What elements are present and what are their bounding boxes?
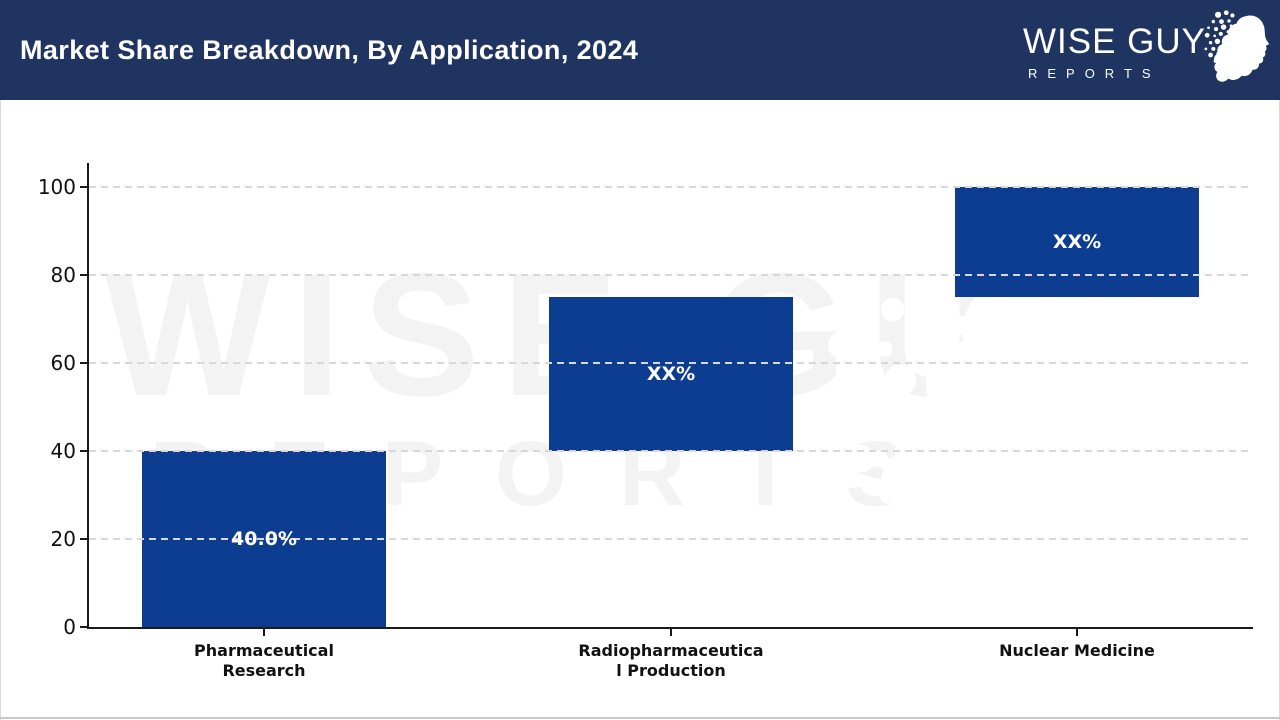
- y-tick-label-0: 0: [63, 615, 76, 639]
- y-tick-label-20: 20: [50, 527, 76, 551]
- x-tick-1: [263, 629, 265, 636]
- logo-face-icon: [1204, 10, 1270, 82]
- page-title: Market Share Breakdown, By Application, …: [20, 34, 639, 65]
- logo-wordmark: WISE GUY REPORTS: [1023, 22, 1206, 81]
- y-tick-label-80: 80: [50, 263, 76, 287]
- x-tick-2: [670, 629, 672, 636]
- x-axis-label-2: Radiopharmaceutica l Production: [578, 641, 764, 680]
- bar-2: [549, 297, 793, 451]
- y-tick-40: [80, 450, 88, 452]
- bar-value-label-3: XX%: [1052, 231, 1102, 253]
- y-tick-label-100: 100: [37, 175, 76, 199]
- logo-name-text: WISE GUY: [1022, 22, 1206, 61]
- gridline-100: [89, 186, 1253, 188]
- wiseguy-logo: WISE GUY REPORTS: [1023, 8, 1270, 96]
- bar-3: [955, 187, 1199, 297]
- y-tick-label-60: 60: [50, 351, 76, 375]
- y-tick-label-40: 40: [50, 439, 76, 463]
- x-tick-3: [1076, 629, 1078, 636]
- y-tick-0: [80, 626, 88, 628]
- gridline-60: [89, 362, 1253, 364]
- header-bar: Market Share Breakdown, By Application, …: [0, 0, 1280, 100]
- y-axis-line: [87, 163, 89, 629]
- y-tick-60: [80, 362, 88, 364]
- y-tick-80: [80, 274, 88, 276]
- y-tick-100: [80, 186, 88, 188]
- x-axis-label-1: Pharmaceutical Research: [194, 641, 334, 680]
- gridline-40: [89, 450, 1253, 452]
- bar-value-label-1: 40.0%: [231, 528, 297, 550]
- left-border-line: [0, 100, 1, 720]
- y-tick-20: [80, 538, 88, 540]
- x-axis-label-3: Nuclear Medicine: [999, 641, 1155, 660]
- bar-value-label-2: XX%: [646, 363, 696, 385]
- gridline-20: [89, 538, 1253, 540]
- logo-subtitle-text: REPORTS: [1027, 66, 1161, 81]
- gridline-80: [89, 274, 1253, 276]
- x-axis-line: [87, 627, 1253, 629]
- bottom-border-line: [0, 717, 1280, 719]
